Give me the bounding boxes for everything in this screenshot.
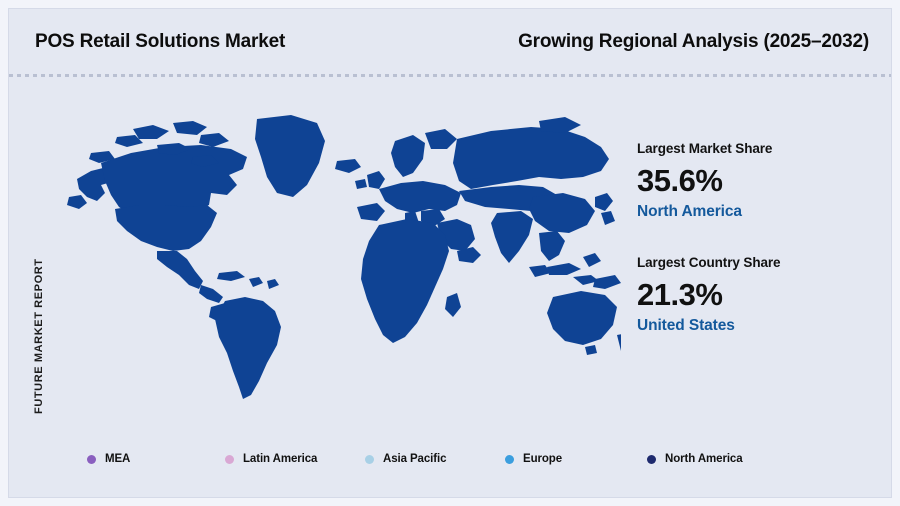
- stat-region: United States: [637, 317, 735, 334]
- legend-item-label: Asia Pacific: [383, 453, 447, 465]
- world-map: [61, 101, 621, 401]
- stat-value: 35.6%: [637, 163, 723, 198]
- legend-item-label: Europe: [523, 453, 563, 465]
- legend-item-label: North America: [665, 453, 743, 465]
- legend-item-label: Latin America: [243, 453, 318, 465]
- legend-item-label: MEA: [105, 453, 131, 465]
- legend-item-mea[interactable]: MEA: [87, 453, 130, 465]
- header: POS Retail Solutions Market Growing Regi…: [9, 9, 891, 74]
- stat-label: Largest Country Share: [637, 255, 781, 270]
- legend-marker-icon: [647, 454, 656, 464]
- map-landmasses: [67, 115, 621, 399]
- infographic-frame: POS Retail Solutions Market Growing Regi…: [8, 8, 892, 498]
- stats-panel: Largest Market Share 35.6% North America…: [637, 141, 877, 369]
- legend-item-north-america[interactable]: North America: [647, 453, 743, 465]
- legend-item-asia-pacific[interactable]: Asia Pacific: [365, 453, 446, 465]
- stat-largest-market-share: Largest Market Share 35.6% North America: [637, 141, 877, 221]
- header-subtitle: Growing Regional Analysis (2025–2032): [518, 31, 869, 52]
- legend-marker-icon: [365, 454, 374, 464]
- world-map-svg: [67, 115, 621, 399]
- header-divider: [9, 74, 891, 77]
- page-title: POS Retail Solutions Market: [35, 31, 286, 52]
- legend-marker-icon: [505, 454, 514, 464]
- stat-label: Largest Market Share: [637, 141, 773, 156]
- legend-marker-icon: [225, 454, 234, 464]
- stat-value: 21.3%: [637, 277, 723, 312]
- brand-vertical-label: FUTURE MARKET REPORT: [33, 258, 45, 414]
- map-legend: MEA Latin America Asia Pacific Europe No…: [87, 449, 787, 479]
- legend-marker-icon: [87, 454, 96, 464]
- stat-region: North America: [637, 203, 742, 220]
- legend-item-europe[interactable]: Europe: [505, 453, 562, 465]
- legend-item-latin-america[interactable]: Latin America: [225, 453, 317, 465]
- stat-largest-country-share: Largest Country Share 21.3% United State…: [637, 255, 877, 335]
